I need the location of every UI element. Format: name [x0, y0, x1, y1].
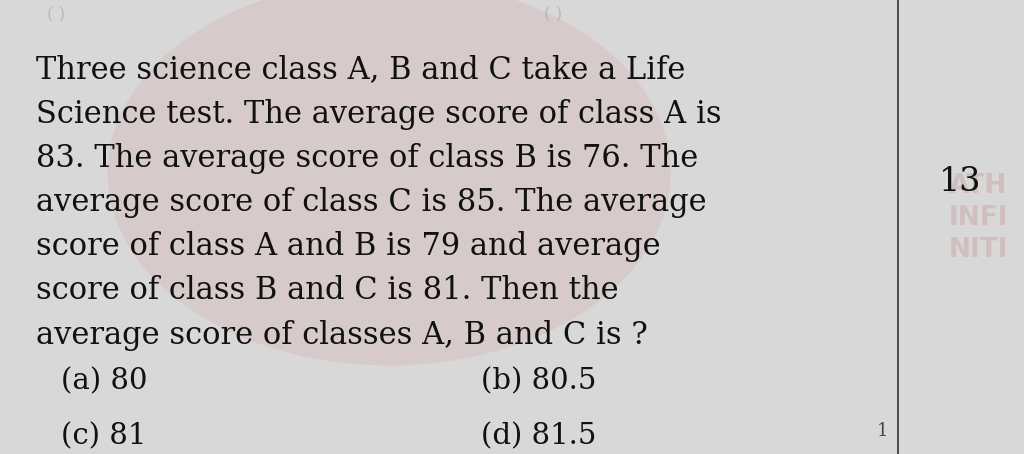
Text: (b) 80.5: (b) 80.5 [481, 368, 597, 396]
Ellipse shape [108, 0, 671, 365]
Text: (d) 81.5: (d) 81.5 [481, 422, 597, 450]
Text: ( ): ( ) [544, 7, 562, 24]
Text: (c) 81: (c) 81 [61, 422, 146, 450]
Text: 1: 1 [877, 422, 888, 440]
Text: (a) 80: (a) 80 [61, 368, 147, 396]
Text: ( ): ( ) [47, 7, 66, 24]
Text: 13: 13 [939, 166, 982, 197]
Text: Three science class A, B and C take a Life
Science test. The average score of cl: Three science class A, B and C take a Li… [36, 54, 722, 350]
Text: ATH
INFI
NITI: ATH INFI NITI [948, 173, 1008, 263]
